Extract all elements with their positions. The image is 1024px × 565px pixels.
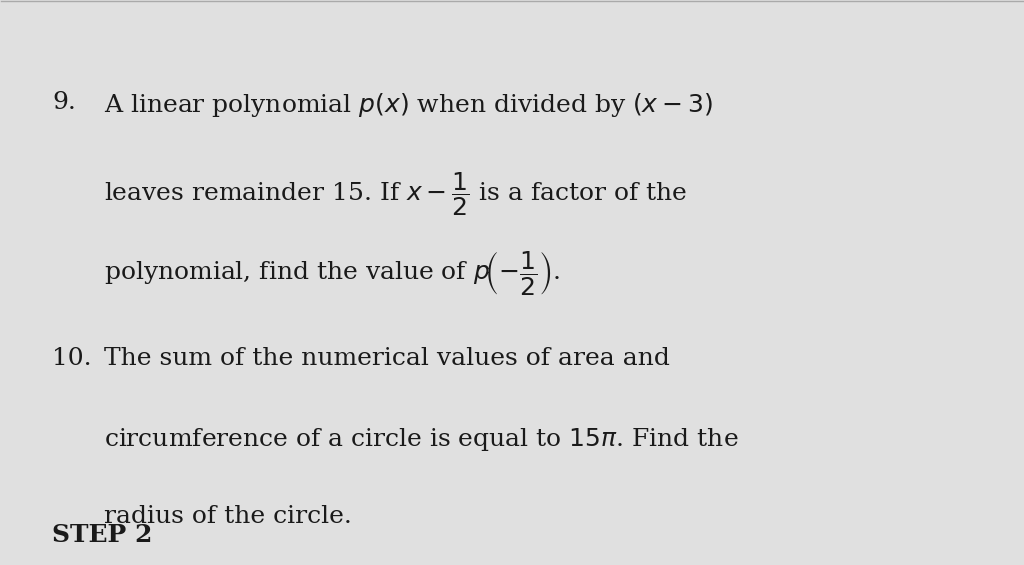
Text: circumference of a circle is equal to $15\pi$. Find the: circumference of a circle is equal to $1…	[103, 426, 738, 453]
Text: polynomial, find the value of $p\!\left(-\dfrac{1}{2}\right)$.: polynomial, find the value of $p\!\left(…	[103, 249, 560, 297]
Text: 10.: 10.	[52, 347, 92, 370]
Text: leaves remainder 15. If $x-\dfrac{1}{2}$ is a factor of the: leaves remainder 15. If $x-\dfrac{1}{2}$…	[103, 170, 687, 218]
Text: 9.: 9.	[52, 92, 77, 114]
Text: STEP 2: STEP 2	[52, 523, 153, 547]
Text: A linear polynomial $p(x)$ when divided by $(x-3)$: A linear polynomial $p(x)$ when divided …	[103, 92, 713, 119]
Text: radius of the circle.: radius of the circle.	[103, 505, 351, 528]
Text: The sum of the numerical values of area and: The sum of the numerical values of area …	[103, 347, 670, 370]
